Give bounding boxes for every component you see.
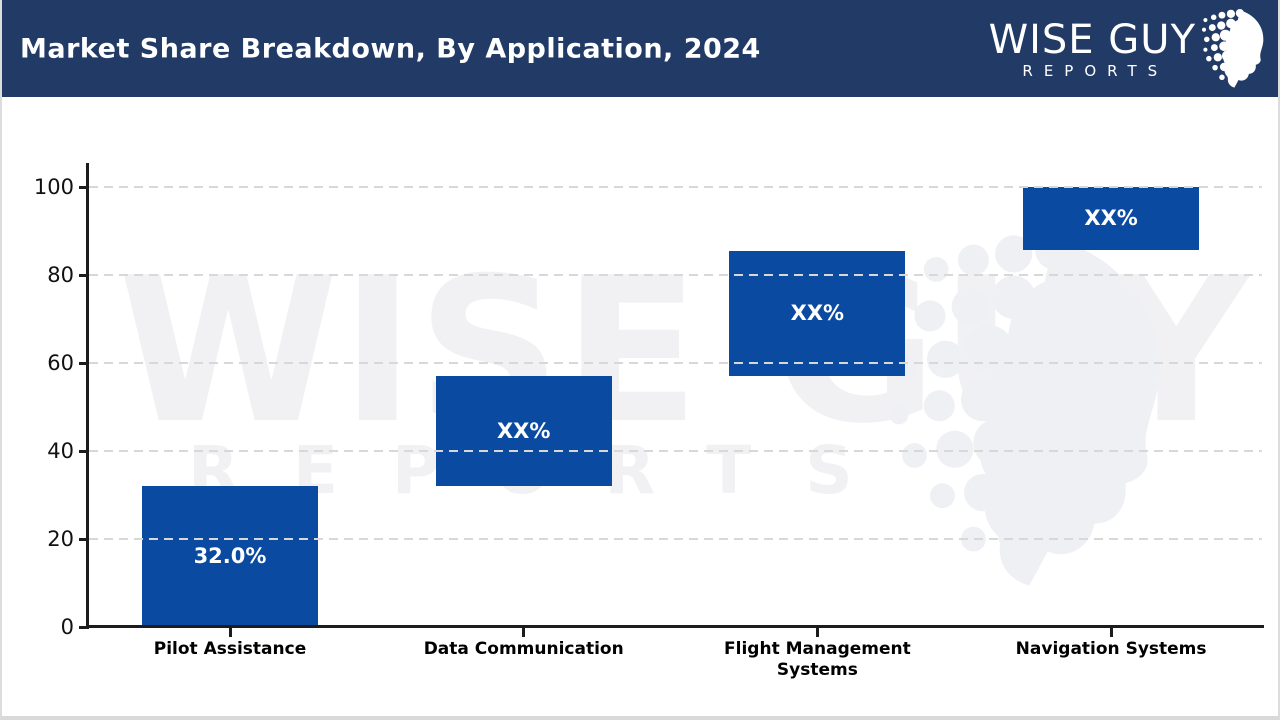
y-tick-label: 20 — [47, 527, 74, 551]
y-axis-line — [86, 163, 89, 629]
y-tick-label: 60 — [47, 351, 74, 375]
category-label-flight-management-systems: Flight Management Systems — [724, 639, 911, 680]
y-tick-mark — [79, 361, 87, 365]
brand-wordmark: WISE GUY — [988, 16, 1196, 63]
bar-flight-management-systems — [729, 250, 906, 377]
gridline — [89, 450, 1262, 452]
x-tick-mark — [815, 628, 819, 637]
gridline — [89, 274, 1262, 276]
y-tick-label: 100 — [33, 175, 74, 199]
bar-value-label: XX% — [496, 419, 551, 444]
x-tick-mark — [228, 628, 232, 637]
y-tick-mark — [79, 185, 87, 189]
bar-value-label: XX% — [1084, 206, 1138, 230]
x-tick-mark — [522, 628, 526, 637]
y-tick-label: 40 — [47, 439, 74, 463]
brand-tagline: REPORTS — [1022, 61, 1169, 80]
bar-value-label: 32.0% — [193, 544, 267, 569]
x-axis-line — [86, 625, 1264, 628]
bar-data-communication — [435, 376, 612, 487]
y-tick-label: 80 — [47, 263, 74, 287]
gridline — [89, 538, 1262, 540]
y-tick-mark — [79, 273, 87, 277]
category-label-data-communication: Data Communication — [423, 639, 624, 659]
category-label-navigation-systems: Navigation Systems — [1015, 639, 1207, 659]
y-tick-mark — [79, 449, 87, 453]
y-tick-label: 0 — [60, 615, 74, 639]
category-label-pilot-assistance: Pilot Assistance — [153, 639, 307, 659]
gridline — [89, 186, 1262, 188]
header-band: Market Share Breakdown, By Application, … — [0, 0, 1280, 97]
brand-logo: WISE GUY REPORTS — [989, 6, 1268, 92]
bar-pilot-assistance — [142, 486, 318, 627]
y-tick-mark — [79, 537, 87, 541]
brand-logo-text: WISE GUY REPORTS — [989, 20, 1196, 79]
chart-title: Market Share Breakdown, By Application, … — [20, 33, 761, 64]
x-tick-mark — [1109, 628, 1113, 637]
gridline — [89, 362, 1262, 364]
bar-value-label: XX% — [790, 300, 845, 325]
y-tick-mark — [79, 625, 87, 629]
brand-head-icon — [1198, 9, 1268, 89]
